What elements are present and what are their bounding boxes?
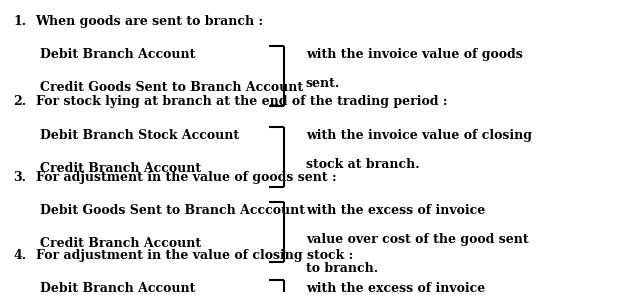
Text: with the invoice value of closing: with the invoice value of closing — [306, 129, 532, 142]
Text: Credit Goods Sent to Branch Account: Credit Goods Sent to Branch Account — [40, 81, 303, 94]
Text: to branch.: to branch. — [306, 262, 378, 275]
Text: For adjustment in the value of goods sent :: For adjustment in the value of goods sen… — [36, 171, 336, 183]
Text: with the excess of invoice: with the excess of invoice — [306, 282, 485, 295]
Text: sent.: sent. — [306, 77, 340, 90]
Text: Debit Goods Sent to Branch Acccount: Debit Goods Sent to Branch Acccount — [40, 204, 305, 217]
Text: value over cost of the good sent: value over cost of the good sent — [306, 233, 529, 246]
Text: stock at branch.: stock at branch. — [306, 158, 419, 171]
Text: Debit Branch Account: Debit Branch Account — [40, 48, 195, 61]
Text: 4.: 4. — [14, 249, 27, 262]
Text: For adjustment in the value of closing stock :: For adjustment in the value of closing s… — [36, 249, 353, 262]
Text: 3.: 3. — [14, 171, 27, 183]
Text: 2.: 2. — [14, 96, 27, 109]
Text: with the excess of invoice: with the excess of invoice — [306, 204, 485, 217]
Text: Credit Branch Account: Credit Branch Account — [40, 237, 201, 250]
Text: Credit Branch Account: Credit Branch Account — [40, 162, 201, 175]
Text: Debit Branch Stock Account: Debit Branch Stock Account — [40, 129, 239, 142]
Text: When goods are sent to branch :: When goods are sent to branch : — [36, 14, 264, 27]
Text: with the invoice value of goods: with the invoice value of goods — [306, 48, 523, 61]
Text: Debit Branch Account: Debit Branch Account — [40, 282, 195, 295]
Text: For stock lying at branch at the end of the trading period :: For stock lying at branch at the end of … — [36, 96, 447, 109]
Text: 1.: 1. — [14, 14, 27, 27]
